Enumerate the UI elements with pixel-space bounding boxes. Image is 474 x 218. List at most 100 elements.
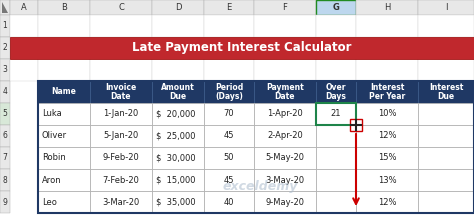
- Bar: [254, 169, 316, 191]
- Text: C: C: [118, 3, 124, 12]
- Bar: [0, 37, 10, 59]
- Bar: [38, 125, 90, 147]
- Bar: [254, 147, 316, 169]
- Bar: [90, 191, 152, 213]
- Bar: [316, 169, 356, 191]
- Bar: [152, 125, 204, 147]
- Bar: [90, 59, 152, 81]
- Bar: [38, 15, 90, 37]
- Bar: [418, 15, 474, 37]
- Text: 9-Feb-20: 9-Feb-20: [103, 153, 139, 162]
- Bar: [204, 59, 254, 81]
- Text: 3-Mar-20: 3-Mar-20: [102, 198, 140, 206]
- Bar: [204, 125, 254, 147]
- Text: 45: 45: [224, 175, 234, 184]
- Bar: [356, 81, 418, 103]
- Polygon shape: [2, 2, 8, 13]
- Bar: [152, 147, 204, 169]
- Text: 5: 5: [2, 109, 8, 119]
- Text: Over
Days: Over Days: [326, 83, 346, 101]
- Bar: [90, 169, 152, 191]
- Text: Late Payment Interest Calculator: Late Payment Interest Calculator: [132, 41, 352, 54]
- Bar: [204, 81, 254, 103]
- Bar: [10, 59, 38, 81]
- Text: Interest
Per Year: Interest Per Year: [369, 83, 405, 101]
- Text: Period
(Days): Period (Days): [215, 83, 243, 101]
- Bar: [38, 103, 90, 125]
- Bar: [356, 125, 418, 147]
- Text: 9-May-20: 9-May-20: [265, 198, 304, 206]
- Bar: [38, 81, 90, 103]
- Bar: [316, 191, 356, 213]
- Text: 6: 6: [2, 131, 8, 140]
- Bar: [254, 15, 316, 37]
- Text: 1-Apr-20: 1-Apr-20: [267, 109, 303, 119]
- Text: Oliver: Oliver: [42, 131, 67, 140]
- Bar: [0, 59, 10, 81]
- Text: 15%: 15%: [378, 153, 396, 162]
- Text: 1: 1: [3, 22, 8, 31]
- Text: Invoice
Date: Invoice Date: [105, 83, 137, 101]
- Text: 9: 9: [2, 198, 8, 206]
- Bar: [356, 103, 418, 125]
- Bar: [152, 59, 204, 81]
- Text: I: I: [445, 3, 447, 12]
- Bar: [204, 15, 254, 37]
- Bar: [90, 81, 152, 103]
- Text: Robin: Robin: [42, 153, 66, 162]
- Text: Aron: Aron: [42, 175, 62, 184]
- Bar: [38, 59, 90, 81]
- Bar: [316, 125, 356, 147]
- Text: 2-Apr-20: 2-Apr-20: [267, 131, 303, 140]
- Bar: [316, 103, 356, 125]
- Bar: [152, 15, 204, 37]
- Text: $  20,000: $ 20,000: [156, 109, 195, 119]
- Text: 3: 3: [2, 65, 8, 75]
- Bar: [38, 191, 90, 213]
- Bar: [0, 15, 10, 37]
- Text: 70: 70: [224, 109, 234, 119]
- Bar: [10, 37, 474, 59]
- Text: $  15,000: $ 15,000: [156, 175, 195, 184]
- Bar: [418, 0, 474, 15]
- Text: 12%: 12%: [378, 198, 396, 206]
- Bar: [38, 81, 474, 213]
- Text: $  30,000: $ 30,000: [156, 153, 196, 162]
- Bar: [418, 59, 474, 81]
- Bar: [254, 59, 316, 81]
- Text: 45: 45: [224, 131, 234, 140]
- Bar: [152, 0, 204, 15]
- Bar: [254, 0, 316, 15]
- Bar: [152, 81, 204, 103]
- Bar: [0, 169, 10, 191]
- Text: 50: 50: [224, 153, 234, 162]
- Text: 21: 21: [331, 109, 341, 119]
- Bar: [254, 81, 316, 103]
- Text: 10%: 10%: [378, 109, 396, 119]
- Bar: [316, 15, 356, 37]
- Text: 4: 4: [2, 87, 8, 97]
- Bar: [0, 147, 10, 169]
- Text: A: A: [21, 3, 27, 12]
- Text: Luka: Luka: [42, 109, 62, 119]
- Text: 40: 40: [224, 198, 234, 206]
- Text: G: G: [333, 3, 339, 12]
- Bar: [38, 0, 90, 15]
- Bar: [356, 15, 418, 37]
- Text: 8: 8: [3, 175, 8, 184]
- Text: $  25,000: $ 25,000: [156, 131, 195, 140]
- Text: exceldemy: exceldemy: [222, 179, 298, 192]
- Text: 5-May-20: 5-May-20: [265, 153, 304, 162]
- Text: H: H: [384, 3, 390, 12]
- Bar: [38, 169, 90, 191]
- Text: Name: Name: [52, 87, 76, 97]
- Bar: [254, 191, 316, 213]
- Bar: [356, 0, 418, 15]
- Bar: [316, 103, 356, 125]
- Text: D: D: [175, 3, 181, 12]
- Bar: [38, 147, 90, 169]
- Text: E: E: [227, 3, 232, 12]
- Bar: [152, 169, 204, 191]
- Text: F: F: [283, 3, 287, 12]
- Bar: [316, 0, 356, 15]
